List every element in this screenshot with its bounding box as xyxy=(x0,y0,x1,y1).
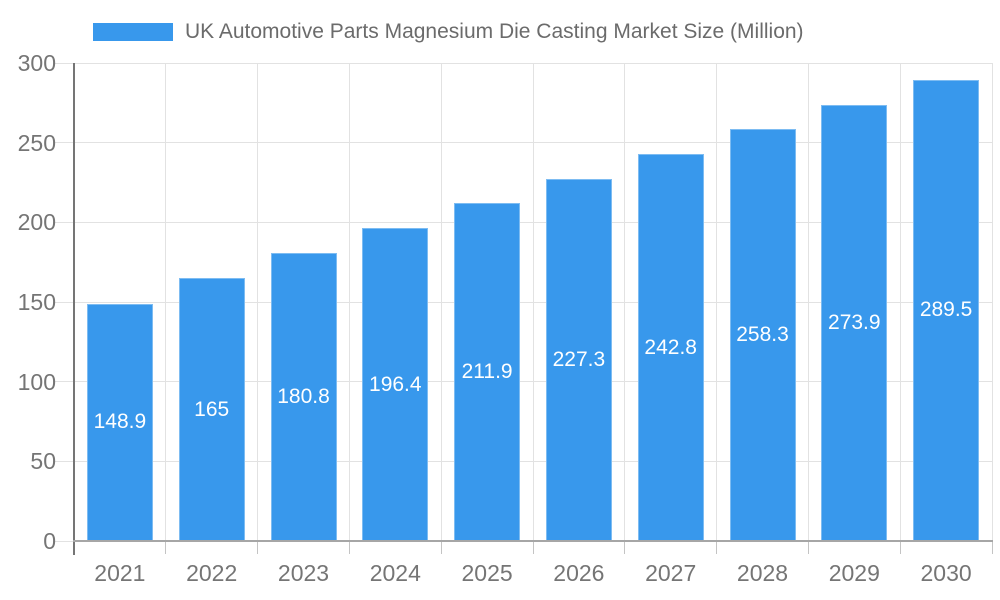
bar-value-label: 273.9 xyxy=(828,310,881,334)
x-tick xyxy=(991,541,993,554)
h-gridline xyxy=(53,62,992,64)
bar-2030: 289.5 xyxy=(913,79,980,541)
v-gridline xyxy=(257,63,259,541)
bar-value-label: 211.9 xyxy=(461,360,513,384)
y-axis-label: 300 xyxy=(17,50,56,76)
x-axis-label: 2025 xyxy=(461,560,513,586)
x-tick xyxy=(440,541,442,554)
x-tick xyxy=(257,541,259,554)
bar-value-label: 148.9 xyxy=(93,410,147,434)
v-gridline xyxy=(807,63,809,541)
x-tick xyxy=(165,541,167,554)
legend-label: UK Automotive Parts Magnesium Die Castin… xyxy=(185,20,804,43)
x-tick xyxy=(807,541,809,554)
bar-value-label: 289.5 xyxy=(919,298,973,322)
v-gridline xyxy=(165,63,167,541)
bar-2022: 165 xyxy=(178,278,245,541)
h-gridline xyxy=(53,301,992,303)
v-gridline xyxy=(440,63,442,541)
x-axis-label: 2026 xyxy=(553,560,605,586)
x-axis-label: 2028 xyxy=(736,560,789,586)
bar-2026: 227.3 xyxy=(545,178,612,541)
bar-value-label: 196.4 xyxy=(369,372,422,396)
x-axis-line xyxy=(73,540,993,542)
legend: UK Automotive Parts Magnesium Die Castin… xyxy=(93,20,804,44)
v-gridline xyxy=(532,63,534,541)
h-gridline xyxy=(53,460,992,462)
y-axis-label: 150 xyxy=(17,289,56,315)
x-axis-label: 2023 xyxy=(277,560,330,586)
bar-2028: 258.3 xyxy=(729,129,796,541)
x-tick xyxy=(624,541,626,554)
y-axis-label: 200 xyxy=(17,209,56,236)
x-tick xyxy=(716,541,718,554)
x-axis-label: 2029 xyxy=(828,560,880,586)
v-gridline xyxy=(716,63,718,541)
y-axis-label: 100 xyxy=(17,368,56,395)
bar-value-label: 258.3 xyxy=(736,323,789,347)
x-axis-label: 2022 xyxy=(186,560,238,586)
y-axis-label: 250 xyxy=(17,129,56,156)
h-gridline xyxy=(53,221,992,223)
bar-2025: 211.9 xyxy=(454,203,521,541)
x-tick xyxy=(532,541,534,554)
h-gridline xyxy=(53,540,74,542)
x-tick xyxy=(899,541,901,554)
bar-2027: 242.8 xyxy=(637,154,704,541)
h-gridline xyxy=(53,381,992,383)
bar-2029: 273.9 xyxy=(821,104,888,541)
x-axis-label: 2030 xyxy=(920,560,972,586)
v-gridline xyxy=(348,63,350,541)
bar-value-label: 180.8 xyxy=(277,384,330,408)
x-tick xyxy=(348,541,350,554)
bar-2024: 196.4 xyxy=(362,228,429,541)
legend-swatch xyxy=(93,23,173,41)
bar-value-label: 242.8 xyxy=(644,335,697,359)
v-gridline xyxy=(624,63,626,541)
x-axis-label: 2027 xyxy=(645,560,697,586)
v-gridline xyxy=(991,63,993,541)
y-axis-label: 0 xyxy=(43,528,56,554)
y-axis-label: 50 xyxy=(30,448,56,475)
bar-2021: 148.9 xyxy=(86,303,153,541)
v-gridline xyxy=(899,63,901,541)
bar-value-label: 165 xyxy=(194,397,230,421)
bar-value-label: 227.3 xyxy=(552,347,606,371)
x-axis-label: 2024 xyxy=(369,560,421,586)
h-gridline xyxy=(53,142,992,144)
y-axis-line xyxy=(73,63,75,555)
bar-2023: 180.8 xyxy=(270,252,337,541)
x-axis-label: 2021 xyxy=(94,560,146,586)
